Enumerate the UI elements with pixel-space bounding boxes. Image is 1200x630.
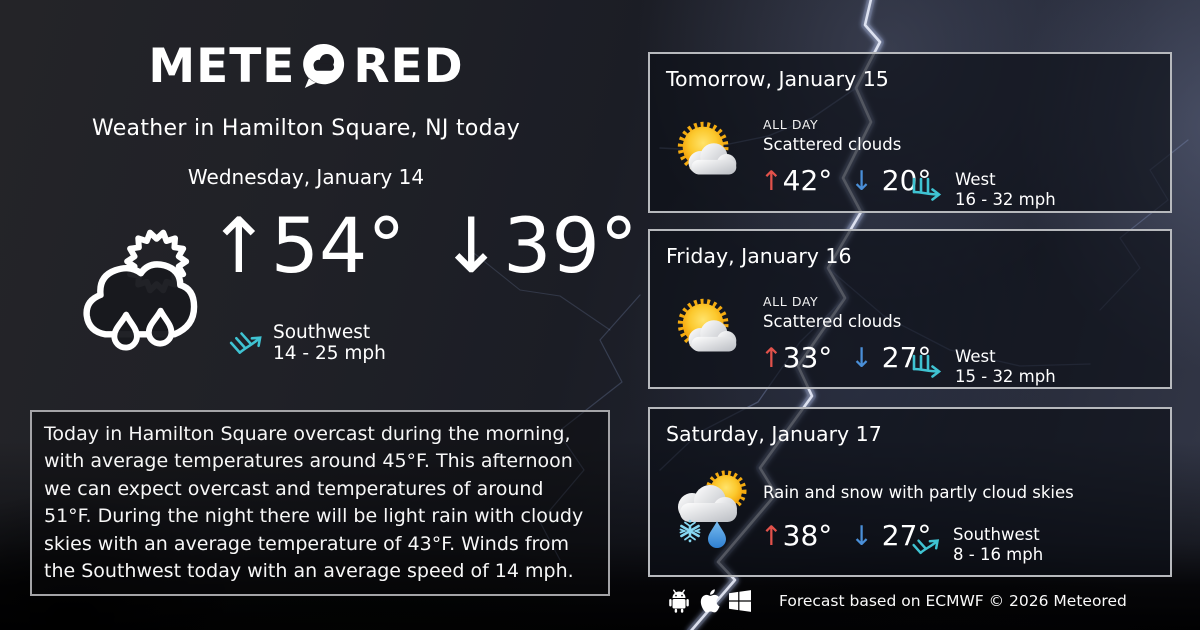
up-arrow-icon: ↑: [760, 520, 783, 552]
card-title: Tomorrow, January 15: [666, 67, 889, 91]
card-high-temp: 42°: [782, 164, 833, 197]
low-temp-group: ↓39°: [439, 208, 637, 284]
up-arrow-icon: ↑: [207, 201, 271, 290]
card-wind-text: West 16 - 32 mph: [955, 170, 1056, 209]
daily-summary: Today in Hamilton Square overcast during…: [30, 410, 610, 597]
card-period-label: ALL DAY: [763, 117, 819, 132]
card-low-temp: 27°: [881, 341, 932, 374]
card-condition: Scattered clouds: [763, 135, 902, 154]
down-arrow-icon: ↓: [850, 521, 873, 552]
low-group: ↓ 27°: [850, 341, 932, 374]
low-temp-value: 39°: [503, 201, 638, 290]
windows-icon: [729, 590, 751, 612]
card-temperatures: ↑ 33° ↓ 27°: [760, 341, 932, 374]
down-arrow-icon: ↓: [850, 343, 873, 374]
card-wind-direction: West: [955, 170, 996, 189]
logo-text-left: METE: [148, 38, 296, 94]
up-arrow-icon: ↑: [760, 342, 783, 374]
card-wind: Southwest 8 - 16 mph: [908, 525, 1043, 564]
card-condition-block: ALL DAY Scattered clouds: [763, 294, 901, 331]
card-condition-block: Rain and snow with partly cloud skies: [763, 480, 1074, 502]
page-title: Weather in Hamilton Square, NJ today: [91, 116, 521, 141]
logo-cloud-bubble-icon: [301, 42, 347, 90]
wind-southwest-icon: [908, 528, 942, 562]
wind-west-icon: [908, 175, 944, 205]
card-wind-speed: 15 - 32 mph: [955, 366, 1056, 386]
card-wind-speed: 8 - 16 mph: [953, 544, 1044, 564]
card-wind-text: West 15 - 32 mph: [955, 347, 1056, 386]
down-arrow-icon: ↓: [439, 201, 504, 290]
forecast-card-tomorrow: Tomorrow, January 15: [648, 52, 1172, 213]
current-temperatures: ↑54° ↓39°: [207, 208, 638, 284]
current-date: Wednesday, January 14: [187, 165, 425, 189]
card-condition: Scattered clouds: [763, 312, 902, 331]
card-wind: West 16 - 32 mph: [908, 170, 1056, 209]
cloud-rain-sun-outline-icon: [70, 216, 198, 364]
current-wind: Southwest 14 - 25 mph: [228, 322, 386, 364]
current-wind-speed: 14 - 25 mph: [273, 343, 386, 364]
footer: Forecast based on ECMWF © 2026 Meteored: [648, 589, 1172, 613]
card-wind-direction: West: [955, 347, 996, 366]
current-wind-direction: Southwest: [273, 322, 371, 343]
card-period-label: ALL DAY: [763, 294, 819, 309]
wind-southwest-icon: [228, 325, 264, 361]
sun-cloud-icon: [670, 114, 748, 192]
high-temp-value: 54°: [270, 201, 406, 290]
card-wind: West 15 - 32 mph: [908, 347, 1056, 386]
low-group: ↓ 20°: [850, 164, 932, 197]
card-wind-text: Southwest 8 - 16 mph: [953, 525, 1043, 564]
up-arrow-icon: ↑: [760, 165, 783, 197]
forecast-card-friday: Friday, January 16 ALL DAY Scattered clo…: [648, 229, 1172, 389]
card-wind-direction: Southwest: [953, 525, 1040, 544]
card-low-temp: 20°: [881, 164, 932, 197]
card-wind-speed: 16 - 32 mph: [955, 189, 1056, 209]
wind-west-icon: [908, 352, 944, 382]
forecast-attribution: Forecast based on ECMWF © 2026 Meteored: [779, 592, 1127, 610]
card-temperatures: ↑ 42° ↓ 20°: [760, 164, 932, 197]
logo-text-right: RED: [353, 38, 464, 94]
card-condition: Rain and snow with partly cloud skies: [763, 483, 1074, 502]
card-high-temp: 38°: [782, 519, 833, 552]
meteored-logo: METE RED: [0, 42, 612, 90]
high-temp-group: ↑54°: [207, 208, 405, 284]
forecast-card-saturday: Saturday, January 17: [648, 407, 1172, 577]
sun-cloud-icon: [670, 291, 748, 369]
card-title: Saturday, January 17: [666, 422, 882, 446]
card-high-temp: 33°: [782, 341, 833, 374]
current-wind-text: Southwest 14 - 25 mph: [273, 322, 386, 364]
android-icon: [668, 589, 690, 613]
card-temperatures: ↑ 38° ↓ 27°: [760, 519, 931, 552]
card-condition-block: ALL DAY Scattered clouds: [763, 117, 901, 154]
card-title: Friday, January 16: [666, 244, 852, 268]
sun-cloud-snow-rain-icon: [670, 465, 754, 553]
apple-icon: [699, 589, 720, 613]
down-arrow-icon: ↓: [850, 166, 873, 197]
